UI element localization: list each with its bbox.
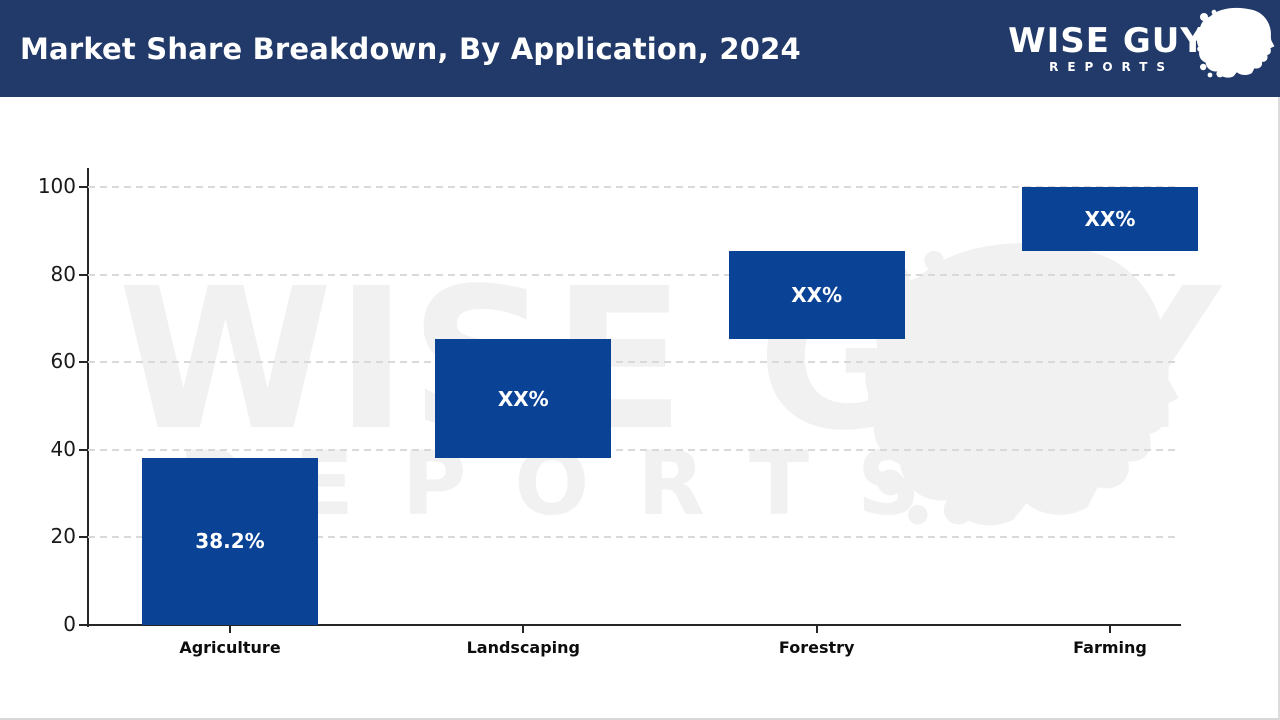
x-axis-category-label: Agriculture	[179, 638, 281, 657]
x-axis-category-label: Forestry	[778, 638, 855, 657]
logo-subtitle: REPORTS	[1049, 60, 1175, 74]
x-axis-tick	[815, 626, 818, 633]
x-axis-line	[85, 624, 1181, 626]
y-axis-tick-label: 20	[50, 524, 76, 549]
y-axis-tick-label: 100	[37, 174, 76, 198]
x-axis-category-label: Landscaping	[466, 638, 580, 657]
y-axis-tick	[79, 361, 87, 364]
y-axis-tick-label: 60	[50, 349, 76, 374]
x-axis-tick	[1109, 626, 1111, 633]
header: Market Share Breakdown, By Application, …	[0, 0, 1280, 97]
image-bottom-edge	[0, 718, 1280, 720]
bar-value-label: XX%	[1084, 206, 1136, 231]
x-axis-tick	[522, 626, 525, 633]
gridline	[88, 361, 1180, 364]
gridline	[88, 186, 1180, 188]
logo-text: WISE GUY REPORTS	[1008, 24, 1206, 73]
bar-agriculture: 38.2%	[142, 457, 318, 625]
y-axis-tick	[79, 186, 87, 188]
wiseguy-logo: WISE GUY REPORTS	[1008, 5, 1276, 93]
y-axis-tick	[79, 273, 87, 276]
bar-forestry: XX%	[728, 250, 905, 340]
bar-value-label: 38.2%	[195, 529, 265, 554]
y-axis-tick	[79, 624, 87, 626]
y-axis-tick-label: 40	[50, 436, 76, 461]
gridline	[88, 448, 1180, 451]
bar-value-label: XX%	[497, 386, 549, 411]
chart-title: Market Share Breakdown, By Application, …	[20, 31, 801, 66]
y-axis-tick	[79, 536, 87, 539]
logo-wordmark: WISE GUY	[1008, 21, 1206, 61]
y-axis-tick	[79, 448, 87, 451]
y-axis-tick-label: 0	[63, 612, 76, 636]
x-axis-tick	[229, 626, 231, 633]
gridline	[88, 536, 1180, 539]
y-axis-line	[87, 168, 89, 627]
bar-landscaping: XX%	[435, 339, 612, 458]
image-right-edge	[1278, 97, 1280, 720]
y-axis-tick-label: 80	[50, 261, 76, 286]
bar-value-label: XX%	[791, 282, 843, 307]
x-axis-category-label: Farming	[1073, 638, 1147, 657]
gridline	[88, 273, 1180, 276]
bar-farming: XX%	[1022, 187, 1198, 251]
